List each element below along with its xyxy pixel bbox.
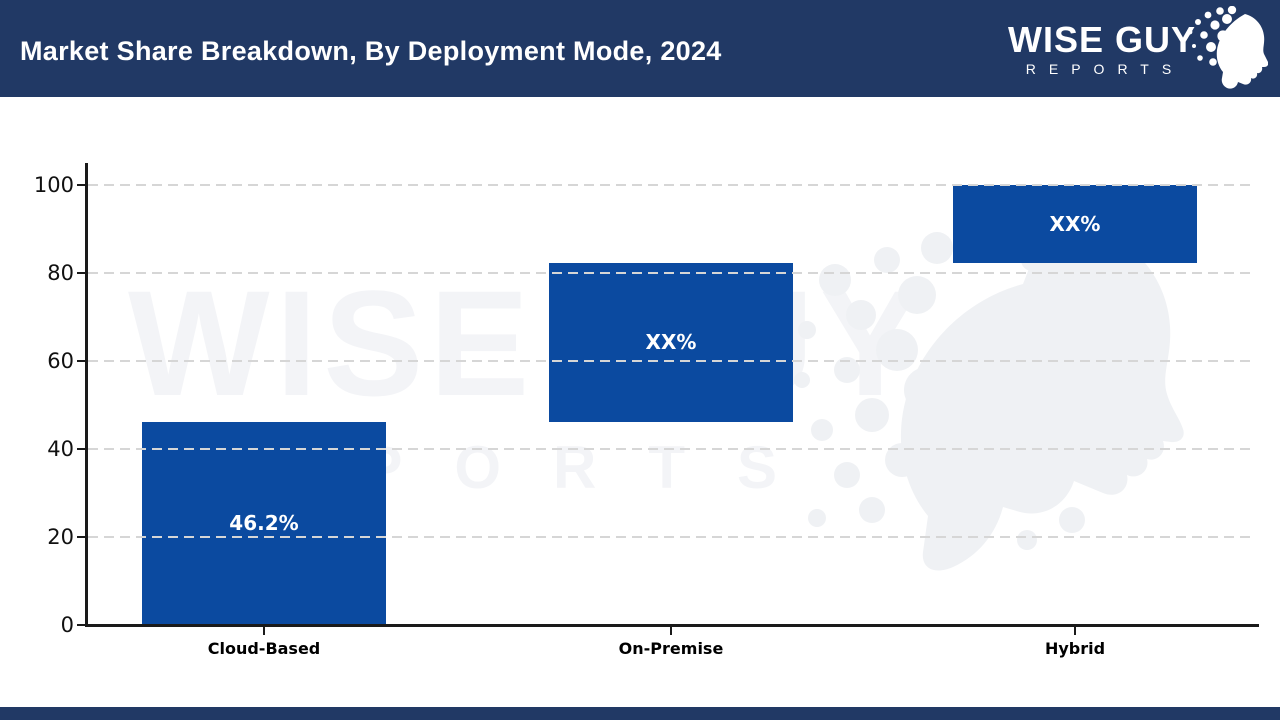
watermark-face-icon [794, 222, 1184, 571]
bar-hybrid [953, 185, 1197, 263]
gridline-100 [88, 184, 1255, 186]
x-category-label-on-premise: On-Premise [618, 639, 724, 658]
y-tick-60 [77, 360, 86, 362]
bar-value-label-hybrid: XX% [1049, 211, 1101, 236]
y-tick-label-100: 100 [33, 173, 74, 197]
x-tick-cloud-based [263, 627, 265, 635]
wise-guy-logo: WISE GUY REPORTS [1008, 6, 1268, 92]
y-tick-label-20: 20 [47, 525, 74, 549]
y-tick-label-60: 60 [47, 349, 74, 373]
bar-value-label-cloud-based: 46.2% [229, 511, 299, 536]
gridline-20 [88, 536, 1255, 538]
y-tick-40 [77, 448, 86, 450]
y-tick-0 [77, 624, 86, 626]
y-tick-label-80: 80 [47, 261, 74, 285]
x-axis-line [85, 624, 1259, 627]
chart: WISE GUY REPORTS 0 20 40 60 80 100 46.2% Cloud-… [0, 97, 1280, 707]
y-axis-line [85, 163, 88, 627]
x-category-label-hybrid: Hybrid [1044, 639, 1106, 658]
logo-face-icon [1187, 6, 1268, 89]
gridline-80 [88, 272, 1255, 274]
gridline-40 [88, 448, 1255, 450]
bar-cloud-based [142, 421, 386, 625]
gridline-60 [88, 360, 1255, 362]
logo-wordmark: WISE GUY REPORTS [1007, 19, 1196, 77]
x-category-label-cloud-based: Cloud-Based [207, 639, 321, 658]
y-tick-100 [77, 184, 86, 186]
y-tick-label-40: 40 [47, 437, 74, 461]
footer-bar [0, 707, 1280, 720]
bar-value-label-on-premise: XX% [645, 330, 697, 355]
logo-wordmark-line2: REPORTS [1025, 61, 1185, 77]
bar-on-premise [549, 262, 793, 422]
y-tick-20 [77, 536, 86, 538]
y-tick-label-0: 0 [60, 613, 74, 637]
logo-wordmark-line1: WISE GUY [1007, 19, 1196, 60]
header: Market Share Breakdown, By Deployment Mo… [0, 0, 1280, 97]
y-tick-80 [77, 272, 86, 274]
page-title: Market Share Breakdown, By Deployment Mo… [20, 36, 722, 66]
x-tick-on-premise [670, 627, 672, 635]
x-tick-hybrid [1074, 627, 1076, 635]
